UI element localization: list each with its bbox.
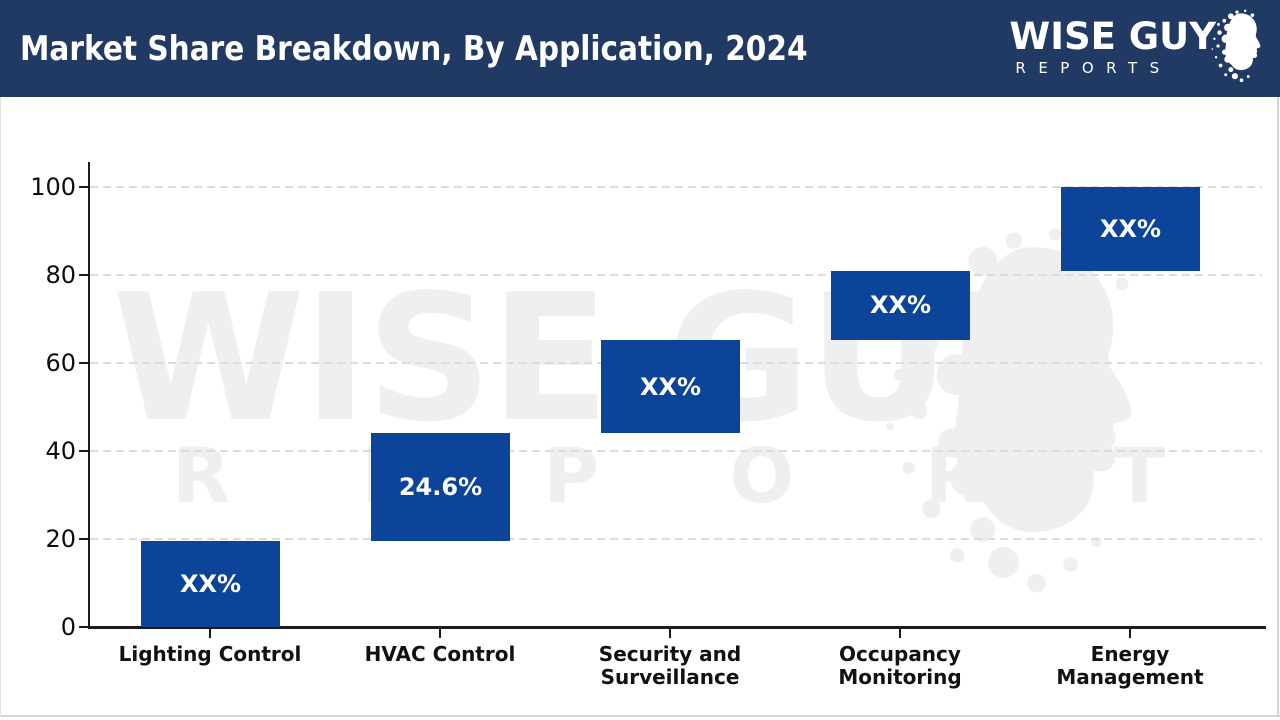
page-border-left	[0, 97, 1, 717]
y-tick-label: 80	[45, 261, 76, 289]
x-category-label: Lighting Control	[118, 642, 302, 666]
y-tick-label: 100	[30, 173, 76, 201]
y-tick-mark	[79, 538, 89, 540]
bar-hvac-control: 24.6%	[371, 432, 510, 542]
y-tick-label: 20	[45, 525, 76, 553]
y-axis-spine	[88, 162, 90, 629]
face-dots-icon	[1211, 9, 1261, 83]
x-tick-mark	[209, 629, 211, 638]
y-tick-mark	[79, 626, 89, 628]
y-tick-mark	[79, 362, 89, 364]
gridline	[90, 450, 1262, 452]
watermark-face-dots-icon	[885, 228, 1132, 593]
bar-value-label: XX%	[179, 570, 242, 599]
x-tick-mark	[899, 629, 901, 638]
x-tick-mark	[1129, 629, 1131, 638]
x-category-label: Security and Surveillance	[598, 642, 742, 689]
brand-sub: REPORTS	[1015, 58, 1172, 77]
brand-name: WISE GUY	[1009, 14, 1216, 58]
y-tick-label: 40	[45, 437, 76, 465]
x-axis-line	[88, 626, 1266, 629]
bar-occupancy-monitoring: XX%	[831, 270, 970, 341]
page-border-bottom	[0, 715, 1280, 717]
y-tick-label: 0	[60, 613, 76, 641]
x-category-label: Occupancy Monitoring	[838, 642, 962, 689]
bar-lighting-control: XX%	[141, 541, 280, 627]
x-category-label: HVAC Control	[364, 642, 516, 666]
bar-value-label: XX%	[1099, 214, 1162, 243]
bar-value-label: XX%	[639, 372, 702, 401]
x-tick-mark	[439, 629, 441, 638]
x-category-label: Energy Management	[1056, 642, 1204, 689]
y-tick-mark	[79, 274, 89, 276]
y-tick-mark	[79, 450, 89, 452]
y-tick-mark	[79, 186, 89, 188]
header: Market Share Breakdown, By Application, …	[0, 0, 1280, 97]
gridline	[90, 274, 1262, 276]
y-tick-label: 60	[45, 349, 76, 377]
bar-security-and-surveillance: XX%	[601, 340, 740, 433]
page-border-right	[1277, 97, 1279, 717]
gridline	[90, 538, 1262, 540]
gridline	[90, 186, 1262, 188]
bar-value-label: 24.6%	[398, 473, 483, 502]
brand-logo: WISE GUY REPORTS	[1009, 8, 1270, 86]
page-title: Market Share Breakdown, By Application, …	[20, 28, 808, 69]
bar-energy-management: XX%	[1061, 187, 1200, 271]
x-tick-mark	[669, 629, 671, 638]
bar-value-label: XX%	[869, 291, 932, 320]
